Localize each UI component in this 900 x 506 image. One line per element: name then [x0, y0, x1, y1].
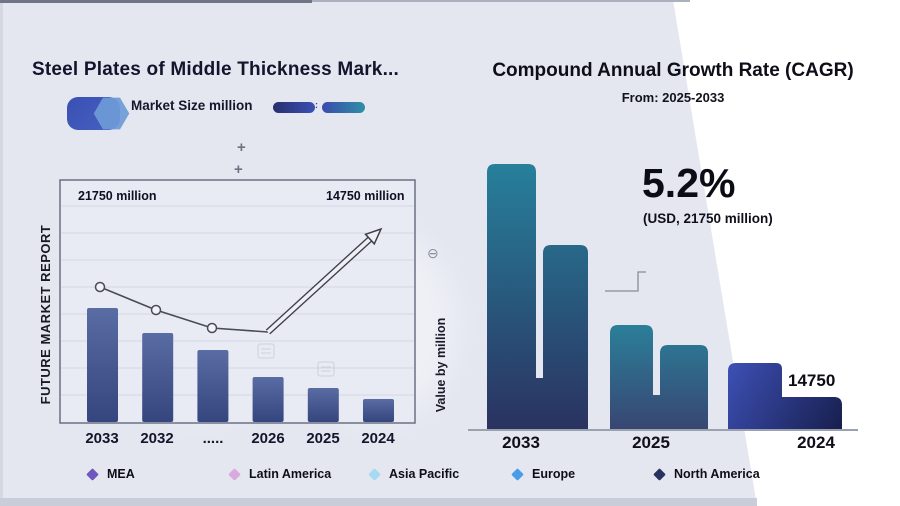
right-axis-label-2025: 2025: [632, 433, 670, 452]
value-annotation-14750: 14750: [788, 371, 836, 390]
cagr-caption: (USD, 21750 million): [643, 211, 773, 226]
top-border-dark: [0, 0, 312, 3]
cagr-bar-2033: [487, 164, 536, 429]
market-size-legend-label: Market Size million: [131, 98, 253, 113]
left-border: [0, 0, 3, 498]
left-chart-min-value: 14750 million: [326, 189, 405, 203]
right-axis-label-2033: 2033: [502, 433, 540, 452]
watermark-icon: [317, 361, 335, 377]
trend-marker: [94, 281, 106, 293]
market-bar-2025: [307, 388, 339, 422]
left-chart-max-value: 21750 million: [78, 189, 157, 203]
cagr-step-bar-2024: [728, 363, 842, 429]
legend-label: Latin America: [249, 467, 332, 481]
step-decoration: [605, 271, 646, 292]
left-axis-label-ellipsis: .....: [202, 430, 224, 447]
cagr-period: From: 2025-2033: [621, 90, 725, 105]
market-bar-2026: [252, 377, 284, 422]
market-bar-2033: [87, 308, 118, 422]
legend-item-latin-america: Latin America: [228, 467, 332, 481]
legend-item-mea: MEA: [86, 467, 135, 481]
asia-pacific-diamond-icon: [368, 467, 381, 481]
cagr-percentage: 5.2%: [642, 160, 736, 206]
value-axis-label: Value by million: [434, 317, 448, 413]
legend-label: Europe: [532, 467, 576, 481]
left-axis-label-2025: 2025: [306, 430, 340, 447]
growth-arrow-head: [364, 227, 383, 246]
europe-diamond-icon: [511, 467, 524, 481]
legend-label: Asia Pacific: [389, 467, 460, 481]
right-axis-label-2024: 2024: [797, 433, 835, 452]
cagr-bar-connector: [536, 378, 543, 429]
left-chart-panel: [59, 179, 416, 424]
plus-mark-bottom: +: [234, 161, 243, 178]
future-market-report-label: FUTURE MARKET REPORT: [38, 224, 53, 405]
legend-label: MEA: [107, 467, 135, 481]
market-bar-2032: [142, 333, 174, 422]
cagr-bar-2025: [610, 325, 653, 429]
market-bar-.....: [197, 350, 229, 422]
pill-separator: :: [315, 100, 318, 110]
left-axis-label-2033: 2033: [85, 430, 119, 447]
cagr-bar-2025: [660, 345, 708, 429]
mea-diamond-icon: [86, 467, 99, 481]
legend-item-north-america: North America: [653, 467, 760, 481]
north-america-diamond-icon: [653, 467, 666, 481]
watermark-icon: [257, 343, 275, 359]
gradient-pill-right: [322, 102, 365, 113]
left-axis-label-2024: 2024: [361, 430, 395, 447]
plus-mark-top: +: [237, 139, 246, 156]
circle-minus-icon: ⊖: [427, 245, 439, 261]
latin-america-diamond-icon: [228, 467, 241, 481]
gradient-pill-left: [273, 102, 315, 113]
top-border-light: [312, 0, 690, 2]
legend-item-asia-pacific: Asia Pacific: [368, 467, 460, 481]
left-chart-title: Steel Plates of Middle Thickness Mark...: [32, 59, 400, 80]
legend-item-europe: Europe: [511, 467, 576, 481]
market-bar-2024: [363, 399, 394, 422]
growth-arrow-shaft: [266, 237, 372, 334]
trend-line: [99, 286, 269, 333]
legend-label: North America: [674, 467, 760, 481]
cagr-bar-connector: [653, 395, 660, 429]
trend-marker: [206, 322, 218, 334]
left-axis-label-2026: 2026: [251, 430, 285, 447]
cagr-title: Compound Annual Growth Rate (CAGR): [492, 60, 854, 81]
cagr-bar-2033: [543, 245, 588, 429]
trend-marker: [150, 304, 162, 316]
bottom-border: [0, 498, 757, 506]
left-axis-label-2032: 2032: [140, 430, 174, 447]
